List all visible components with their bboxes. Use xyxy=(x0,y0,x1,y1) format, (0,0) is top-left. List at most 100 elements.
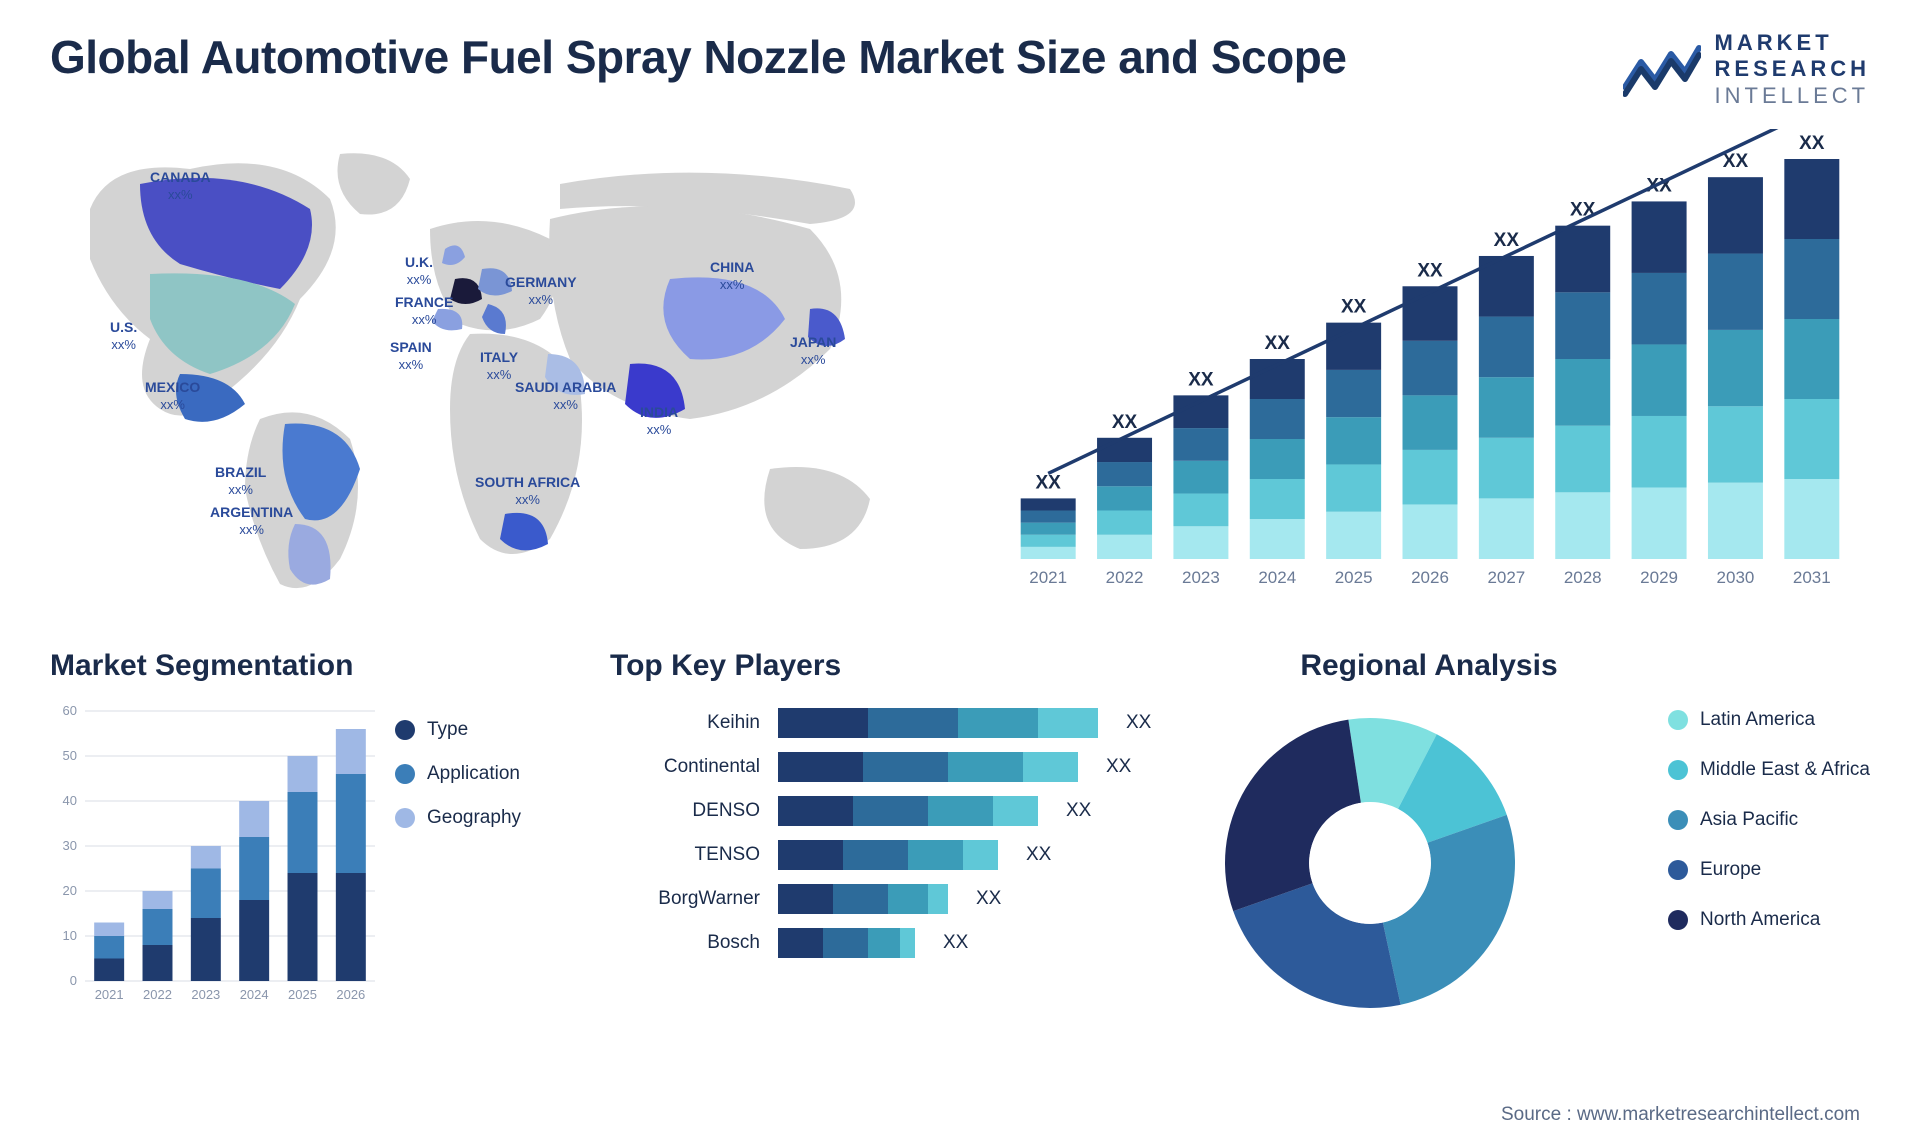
svg-text:2021: 2021 xyxy=(1029,568,1067,587)
player-row-denso: DENSO XX xyxy=(610,789,1170,833)
svg-text:2031: 2031 xyxy=(1793,568,1831,587)
svg-text:XX: XX xyxy=(1494,230,1520,251)
regional-donut xyxy=(1210,703,1530,1023)
map-label-canada: CANADAxx% xyxy=(150,169,211,203)
map-label-u-s-: U.S.xx% xyxy=(110,319,137,353)
logo-text-3: INTELLECT xyxy=(1715,83,1870,109)
player-row-continental: Continental XX xyxy=(610,745,1170,789)
svg-text:XX: XX xyxy=(1188,370,1214,391)
svg-text:XX: XX xyxy=(1265,333,1291,354)
player-row-borgwarner: BorgWarner XX xyxy=(610,877,1170,921)
svg-text:20: 20 xyxy=(63,883,77,898)
seg-legend-type: Type xyxy=(395,719,521,741)
player-name: Bosch xyxy=(610,932,760,954)
seg-legend-application: Application xyxy=(395,763,521,785)
map-label-saudi-arabia: SAUDI ARABIAxx% xyxy=(515,379,616,413)
svg-text:2025: 2025 xyxy=(288,987,317,1002)
map-label-u-k-: U.K.xx% xyxy=(405,254,433,288)
logo-text-1: MARKET xyxy=(1715,30,1870,56)
seg-legend-geography: Geography xyxy=(395,807,521,829)
map-label-argentina: ARGENTINAxx% xyxy=(210,504,293,538)
svg-text:2024: 2024 xyxy=(1258,568,1296,587)
segmentation-legend: Type Application Geography xyxy=(395,719,521,1019)
map-label-brazil: BRAZILxx% xyxy=(215,464,266,498)
svg-text:2029: 2029 xyxy=(1640,568,1678,587)
player-name: Continental xyxy=(610,756,760,778)
svg-text:2026: 2026 xyxy=(1411,568,1449,587)
map-label-china: CHINAxx% xyxy=(710,259,754,293)
logo-icon xyxy=(1623,42,1701,97)
svg-text:2022: 2022 xyxy=(143,987,172,1002)
player-name: TENSO xyxy=(610,844,760,866)
svg-text:2023: 2023 xyxy=(191,987,220,1002)
svg-text:XX: XX xyxy=(1723,151,1749,172)
regional-legend: Latin America Middle East & Africa Asia Pa… xyxy=(1668,709,1870,1019)
svg-text:40: 40 xyxy=(63,793,77,808)
map-label-mexico: MEXICOxx% xyxy=(145,379,200,413)
svg-text:XX: XX xyxy=(1112,412,1138,433)
svg-text:2021: 2021 xyxy=(95,987,124,1002)
forecast-chart: XX 2021 XX 2022 XX 2023 XX 2024 XX 2025 XX 2026 XX 20… xyxy=(990,129,1870,609)
region-legend-europe: Europe xyxy=(1668,859,1870,881)
player-value: XX xyxy=(1066,800,1091,822)
svg-text:2030: 2030 xyxy=(1717,568,1755,587)
svg-text:2023: 2023 xyxy=(1182,568,1220,587)
map-label-india: INDIAxx% xyxy=(640,404,678,438)
svg-text:60: 60 xyxy=(63,703,77,718)
logo: MARKET RESEARCH INTELLECT xyxy=(1623,30,1870,109)
segmentation-title: Market Segmentation xyxy=(50,649,380,683)
svg-text:2026: 2026 xyxy=(336,987,365,1002)
key-players-panel: Top Key Players KeihinXXContinentalXXDEN… xyxy=(610,649,1170,1019)
player-name: DENSO xyxy=(610,800,760,822)
svg-text:2028: 2028 xyxy=(1564,568,1602,587)
region-legend-north-america: North America xyxy=(1668,909,1870,931)
svg-text:2022: 2022 xyxy=(1106,568,1144,587)
region-legend-latin-america: Latin America xyxy=(1668,709,1870,731)
map-label-france: FRANCExx% xyxy=(395,294,453,328)
map-label-japan: JAPANxx% xyxy=(790,334,836,368)
region-legend-asia-pacific: Asia Pacific xyxy=(1668,809,1870,831)
segmentation-chart: 0 10 20 30 40 50 60 2021 2022 2023 2024 2025 2026 xyxy=(50,701,380,1011)
player-name: Keihin xyxy=(610,712,760,734)
player-row-bosch: Bosch XX xyxy=(610,921,1170,965)
page-title: Global Automotive Fuel Spray Nozzle Mark… xyxy=(50,30,1346,84)
player-row-keihin: KeihinXX xyxy=(610,701,1170,745)
svg-text:XX: XX xyxy=(1417,260,1443,281)
player-value: XX xyxy=(1106,756,1131,778)
player-value: XX xyxy=(943,932,968,954)
key-players-title: Top Key Players xyxy=(610,649,1170,683)
player-bar xyxy=(778,752,1078,782)
svg-text:2024: 2024 xyxy=(240,987,269,1002)
map-label-italy: ITALYxx% xyxy=(480,349,518,383)
logo-text-2: RESEARCH xyxy=(1715,56,1870,82)
player-bar xyxy=(778,840,998,870)
svg-text:XX: XX xyxy=(1570,200,1596,221)
map-label-germany: GERMANYxx% xyxy=(505,274,577,308)
svg-text:30: 30 xyxy=(63,838,77,853)
player-name: BorgWarner xyxy=(610,888,760,910)
svg-text:XX: XX xyxy=(1799,133,1825,154)
svg-text:10: 10 xyxy=(63,928,77,943)
regional-title: Regional Analysis xyxy=(1210,649,1648,683)
player-bar xyxy=(778,928,915,958)
svg-text:XX: XX xyxy=(1341,297,1367,318)
segmentation-panel: Market Segmentation 0 10 20 30 40 50 60 2021 202… xyxy=(50,649,570,1019)
world-map: CANADAxx% U.S.xx% MEXICOxx% BRAZILxx% ARGENT… xyxy=(50,129,930,609)
map-label-spain: SPAINxx% xyxy=(390,339,432,373)
svg-text:0: 0 xyxy=(70,973,77,988)
player-bar xyxy=(778,796,1038,826)
player-row-tenso: TENSO XX xyxy=(610,833,1170,877)
region-legend-middle-east-africa: Middle East & Africa xyxy=(1668,759,1870,781)
player-bar xyxy=(778,708,1098,738)
key-players-list: KeihinXXContinentalXXDENSOXXTENSOXXBorgW… xyxy=(610,701,1170,965)
source-text: Source : www.marketresearchintellect.com xyxy=(1501,1104,1860,1126)
player-value: XX xyxy=(976,888,1001,910)
svg-text:2025: 2025 xyxy=(1335,568,1373,587)
player-value: XX xyxy=(1026,844,1051,866)
regional-panel: Regional Analysis Latin America Middle Ea… xyxy=(1210,649,1870,1019)
map-label-south-africa: SOUTH AFRICAxx% xyxy=(475,474,580,508)
svg-text:50: 50 xyxy=(63,748,77,763)
svg-text:XX: XX xyxy=(1036,473,1062,494)
player-bar xyxy=(778,884,948,914)
svg-text:2027: 2027 xyxy=(1487,568,1525,587)
